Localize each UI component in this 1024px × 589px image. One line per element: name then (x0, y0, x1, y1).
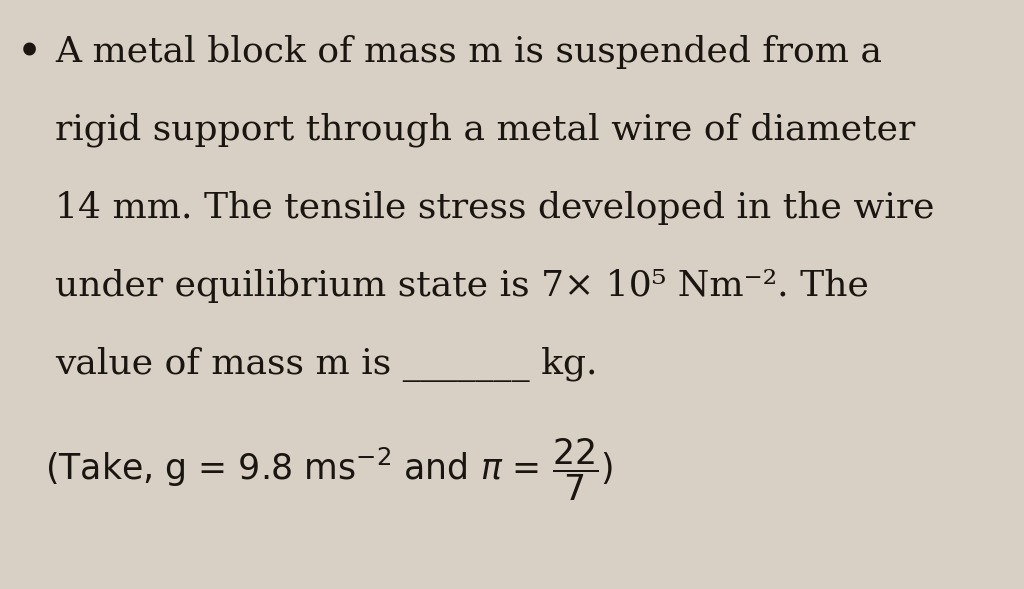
Text: under equilibrium state is 7× 10⁵ Nm⁻². The: under equilibrium state is 7× 10⁵ Nm⁻². … (55, 269, 869, 303)
Text: A metal block of mass m is suspended from a: A metal block of mass m is suspended fro… (55, 35, 882, 69)
Text: •: • (18, 35, 41, 69)
Text: 14 mm. The tensile stress developed in the wire: 14 mm. The tensile stress developed in t… (55, 191, 935, 225)
Text: value of mass m is _______ kg.: value of mass m is _______ kg. (55, 346, 597, 382)
Text: rigid support through a metal wire of diameter: rigid support through a metal wire of di… (55, 112, 915, 147)
Text: (Take, g = 9.8 ms$^{-2}$ and $\pi$ = $\dfrac{22}{7}$): (Take, g = 9.8 ms$^{-2}$ and $\pi$ = $\d… (45, 436, 613, 504)
